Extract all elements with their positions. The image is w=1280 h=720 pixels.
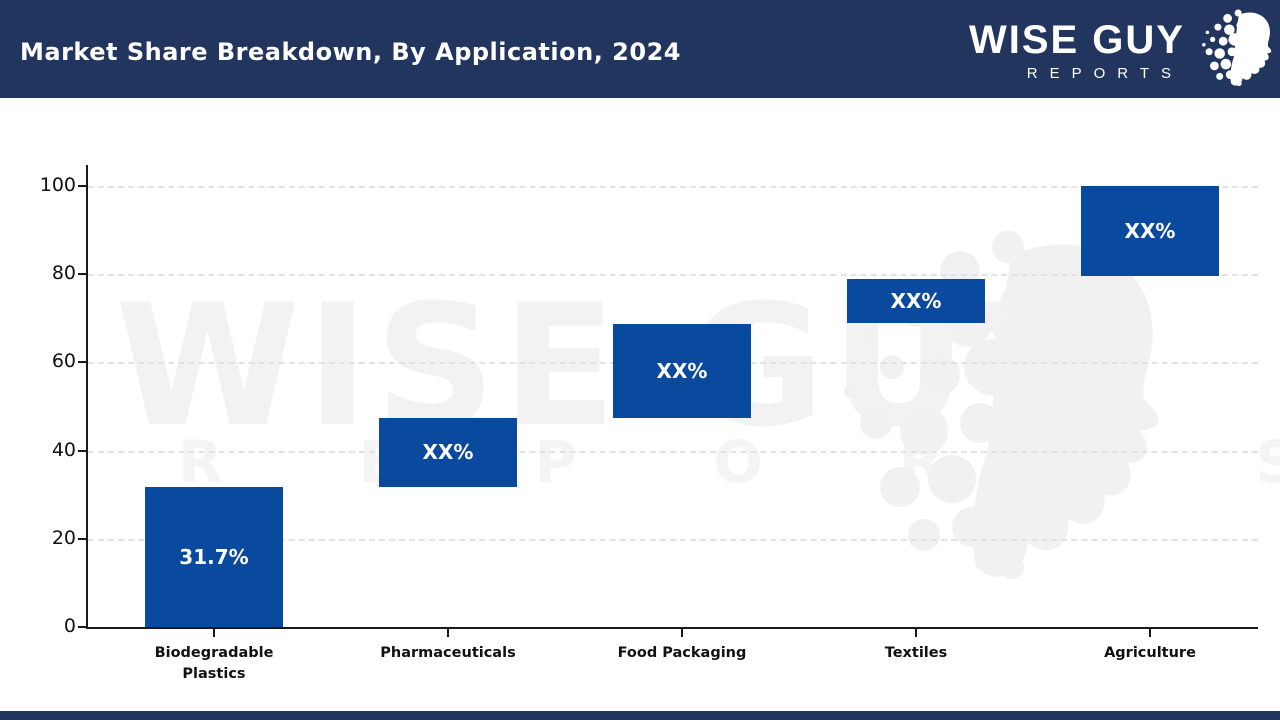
category-label-textiles: Textiles xyxy=(884,645,948,661)
y-tick-mark-40 xyxy=(78,449,86,452)
gridline-20 xyxy=(88,538,1258,541)
y-tick-mark-0 xyxy=(78,626,86,628)
y-axis-line xyxy=(86,165,88,629)
x-tick-mark xyxy=(915,629,917,637)
bar-value-label: XX% xyxy=(890,289,942,314)
footer-bar xyxy=(0,711,1280,720)
y-tick-label-20: 20 xyxy=(51,526,76,549)
category-label-food-packaging: Food Packaging xyxy=(617,645,747,661)
y-tick-mark-100 xyxy=(78,185,86,187)
category-label-pharmaceuticals: Pharmaceuticals xyxy=(380,645,516,661)
x-axis-line xyxy=(86,627,1258,629)
gridline-80 xyxy=(88,274,1258,277)
logo-subtitle: REPORTS xyxy=(1026,65,1183,82)
bar-value-label: XX% xyxy=(1124,219,1176,244)
logo-face-icon xyxy=(1202,9,1272,87)
logo: WISE GUY REPORTS xyxy=(969,18,1185,82)
bar-agriculture: XX% xyxy=(1081,186,1219,277)
page-title: Market Share Breakdown, By Application, … xyxy=(20,38,681,66)
y-tick-label-80: 80 xyxy=(51,262,76,285)
x-tick-mark xyxy=(1149,629,1151,637)
y-tick-mark-80 xyxy=(78,273,86,276)
bar-biodegradable-plastics: 31.7% xyxy=(145,487,283,627)
y-tick-label-0: 0 xyxy=(63,615,76,637)
bar-textiles: XX% xyxy=(847,279,985,324)
category-label-biodegradable-plastics: Biodegradable Plastics xyxy=(154,645,274,683)
gridline-40 xyxy=(88,450,1258,453)
y-tick-label-40: 40 xyxy=(51,438,76,461)
bar-value-label: XX% xyxy=(656,358,708,383)
y-tick-mark-20 xyxy=(78,537,86,540)
bar-pharmaceuticals: XX% xyxy=(379,417,517,488)
x-tick-mark xyxy=(447,629,449,637)
bar-value-label: XX% xyxy=(422,440,474,465)
category-label-agriculture: Agriculture xyxy=(1104,645,1196,661)
y-tick-label-60: 60 xyxy=(51,350,76,373)
logo-wordmark: WISE GUY xyxy=(968,18,1185,62)
y-tick-mark-60 xyxy=(78,361,86,364)
y-tick-label-100: 100 xyxy=(39,174,76,196)
x-tick-mark xyxy=(213,629,215,637)
x-tick-mark xyxy=(681,629,683,637)
gridline-100 xyxy=(88,186,1258,188)
chart-plot-area: 31.7% XX% XX% XX% XX% 0 20 40 60 80 100 Biodegrada… xyxy=(40,165,1258,682)
bar-food-packaging: XX% xyxy=(613,324,751,418)
bar-value-label: 31.7% xyxy=(179,545,249,570)
header-bar: Market Share Breakdown, By Application, … xyxy=(0,0,1280,98)
